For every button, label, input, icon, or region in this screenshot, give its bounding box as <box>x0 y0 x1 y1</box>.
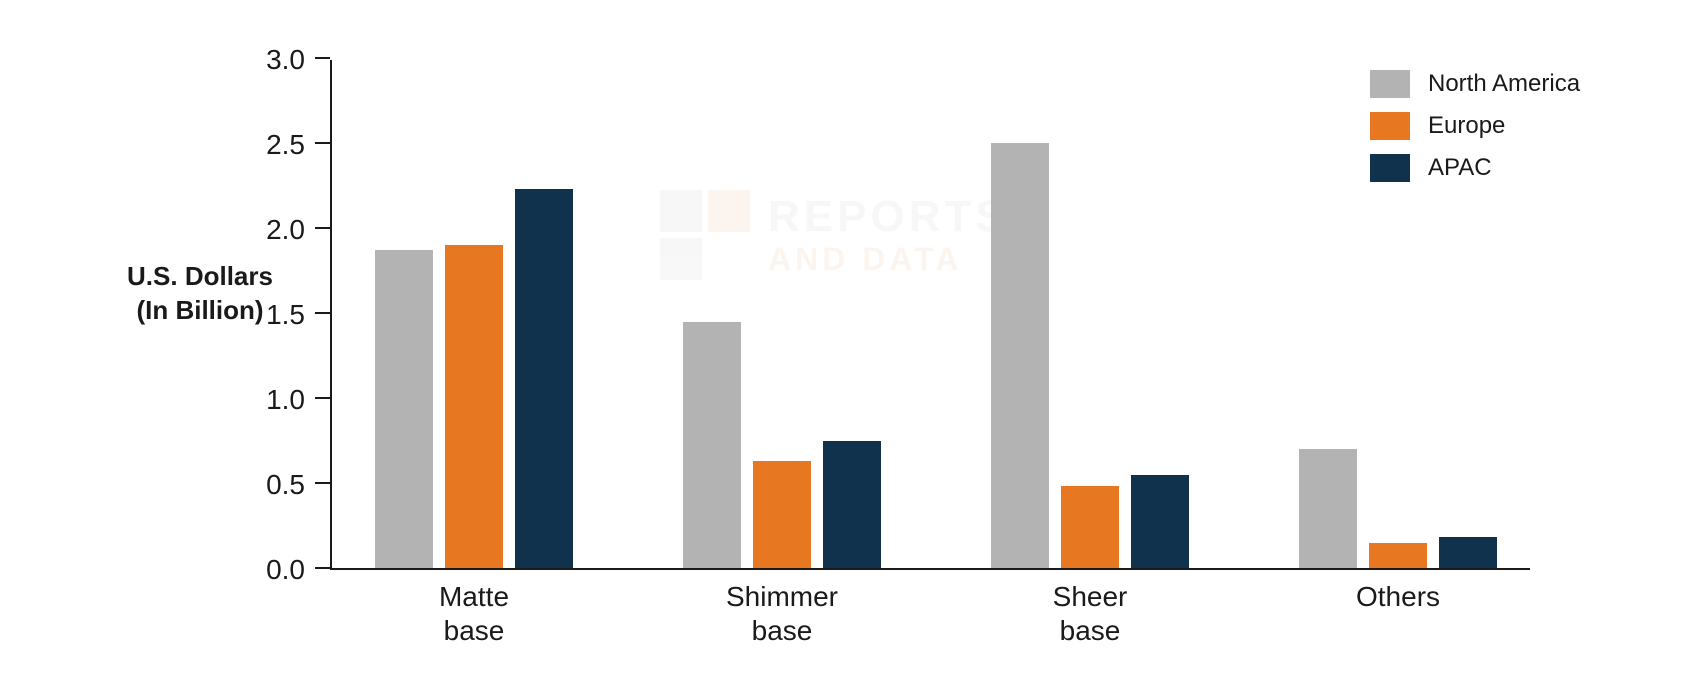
bar <box>683 322 741 569</box>
y-tick-mark <box>315 567 330 569</box>
y-tick-label: 2.5 <box>266 129 305 161</box>
x-tick-label: Shimmerbase <box>726 580 838 647</box>
y-tick-mark <box>315 397 330 399</box>
bar <box>823 441 881 569</box>
y-tick-mark <box>315 227 330 229</box>
bar <box>1299 449 1357 568</box>
y-tick-label: 1.5 <box>266 299 305 331</box>
legend-swatch <box>1370 70 1410 98</box>
bar-chart: U.S. Dollars (In Billion) REPORTS AND DA… <box>100 40 1660 660</box>
y-tick-mark <box>315 57 330 59</box>
x-tick-label-line1: Matte <box>439 580 509 614</box>
bar <box>1369 543 1427 569</box>
y-axis: 0.00.51.01.52.02.53.0 <box>315 60 330 570</box>
legend-swatch <box>1370 112 1410 140</box>
bar <box>445 245 503 568</box>
legend-item: Europe <box>1370 112 1640 140</box>
x-tick-label-line2: base <box>726 614 838 648</box>
bars-region <box>330 60 1530 568</box>
legend-label: North America <box>1428 70 1580 98</box>
bar <box>991 143 1049 568</box>
y-tick-label: 2.0 <box>266 214 305 246</box>
bar <box>1061 486 1119 568</box>
x-tick-label-line1: Others <box>1356 580 1440 614</box>
legend-item: North America <box>1370 70 1640 98</box>
x-tick-label: Mattebase <box>439 580 509 647</box>
x-tick-label-line1: Sheer <box>1053 580 1128 614</box>
y-tick-label: 3.0 <box>266 44 305 76</box>
bar <box>1439 537 1497 568</box>
x-tick-label: Sheerbase <box>1053 580 1128 647</box>
x-tick-label-line2: base <box>439 614 509 648</box>
y-tick-mark <box>315 482 330 484</box>
y-axis-title-line1: U.S. Dollars <box>100 260 300 294</box>
x-axis-line <box>330 568 1530 570</box>
x-tick-label-line2: base <box>1053 614 1128 648</box>
y-tick-mark <box>315 142 330 144</box>
legend-label: APAC <box>1428 154 1492 182</box>
y-tick-mark <box>315 312 330 314</box>
x-tick-label-line1: Shimmer <box>726 580 838 614</box>
legend-swatch <box>1370 154 1410 182</box>
bar <box>375 250 433 568</box>
y-tick-label: 1.0 <box>266 384 305 416</box>
y-tick-label: 0.0 <box>266 554 305 586</box>
legend-label: Europe <box>1428 112 1505 140</box>
bar <box>753 461 811 568</box>
bar <box>515 189 573 568</box>
legend: North America Europe APAC <box>1370 70 1640 196</box>
y-tick-label: 0.5 <box>266 469 305 501</box>
bar <box>1131 475 1189 569</box>
plot-area: 0.00.51.01.52.02.53.0 MattebaseShimmerba… <box>330 60 1530 570</box>
legend-item: APAC <box>1370 154 1640 182</box>
x-tick-label: Others <box>1356 580 1440 614</box>
